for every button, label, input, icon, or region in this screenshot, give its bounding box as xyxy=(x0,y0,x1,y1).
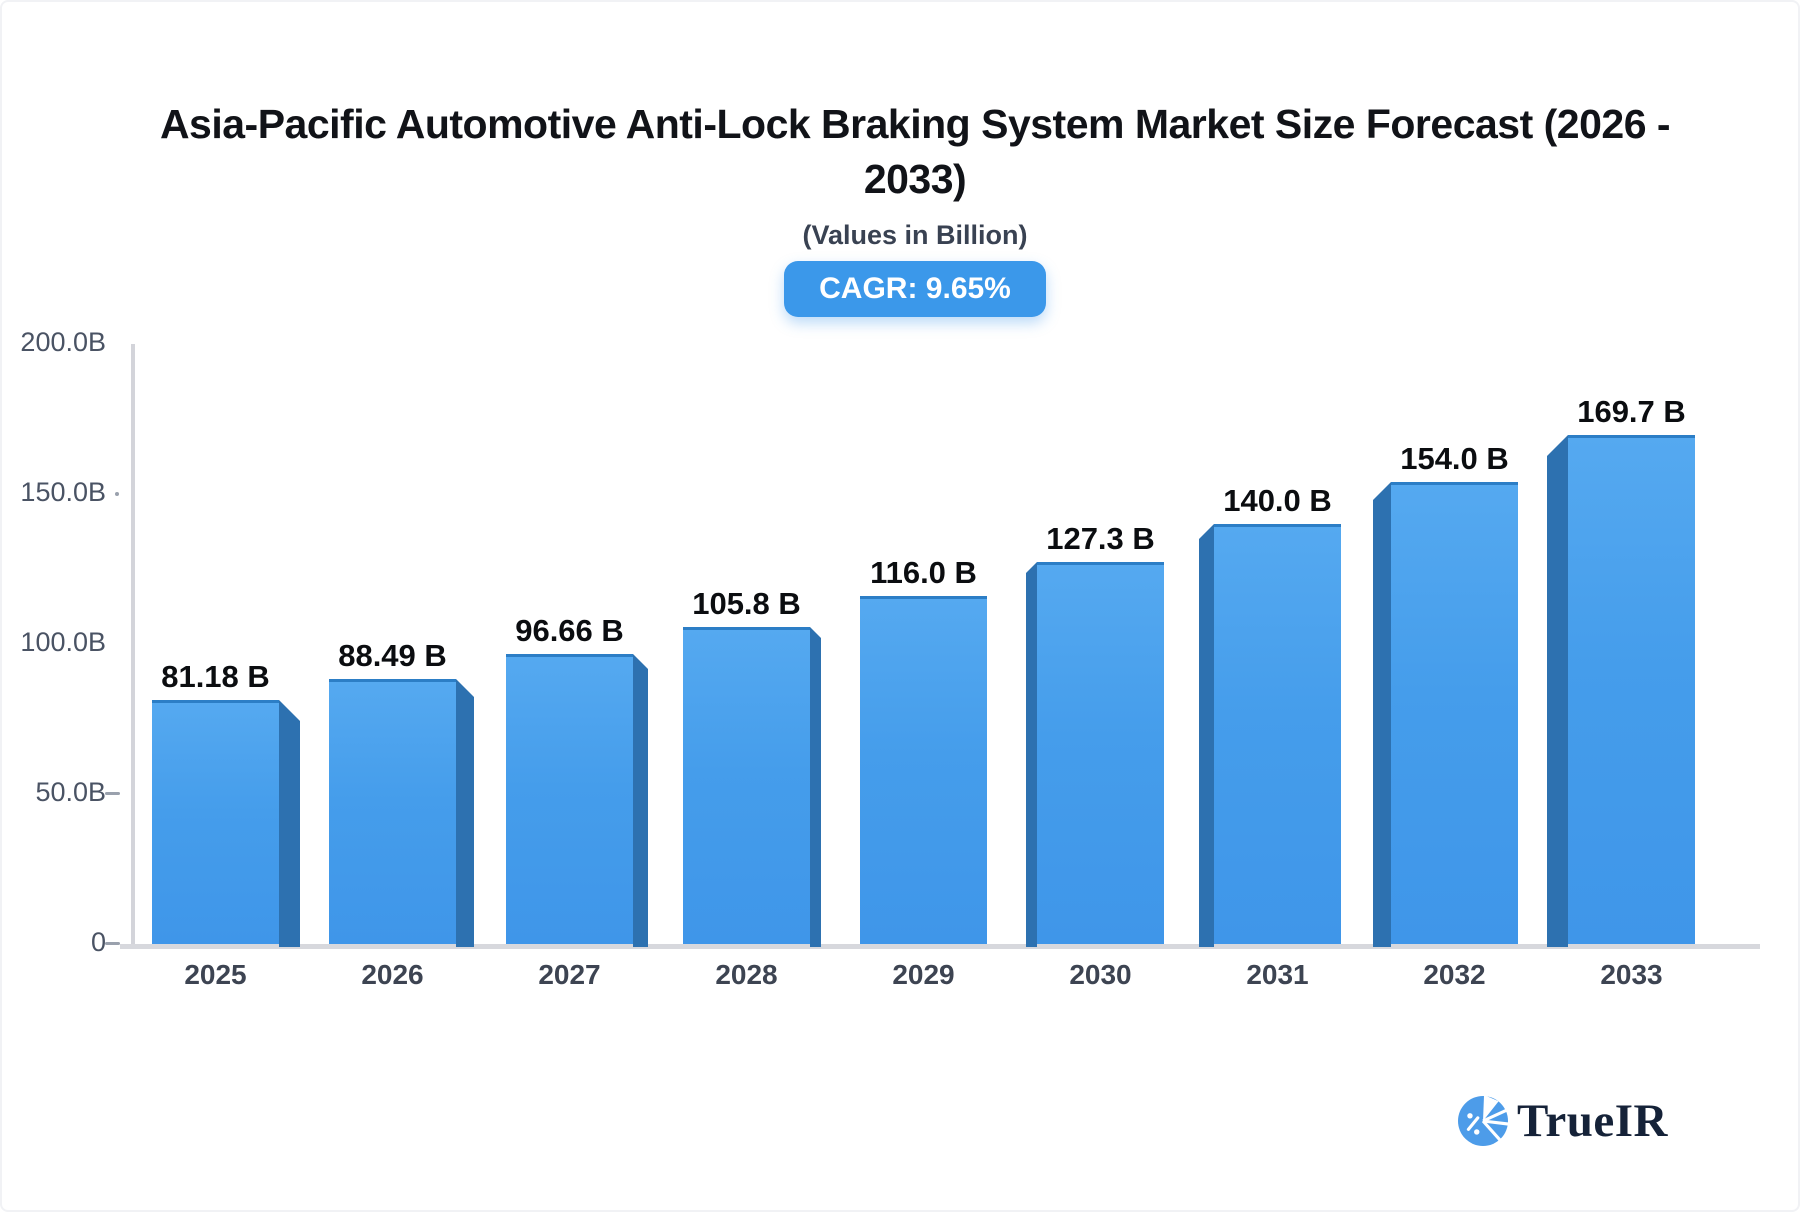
y-tick-label-50: 50.0B xyxy=(35,777,106,807)
bar-value-label-2025: 81.18 B xyxy=(161,659,270,694)
bar-2025[interactable]: 81.18 B xyxy=(152,659,300,947)
chart-subtitle: (Values in Billion) xyxy=(802,220,1028,250)
bar-2031[interactable]: 140.0 B xyxy=(1199,483,1341,947)
x-tick-label-2026: 2026 xyxy=(361,959,424,990)
x-tick-label-2031: 2031 xyxy=(1246,959,1309,990)
bar-value-label-2029: 116.0 B xyxy=(870,555,977,590)
bar-2026[interactable]: 88.49 B xyxy=(329,638,474,947)
bar-value-label-2033: 169.7 B xyxy=(1577,394,1686,429)
y-tick-mark-50 xyxy=(105,792,120,795)
y-tick-mark-150 xyxy=(115,492,119,496)
bar-3d-side-2028 xyxy=(810,627,821,947)
bar-value-label-2028: 105.8 B xyxy=(692,586,801,621)
bar-3d-side-2025 xyxy=(279,700,300,947)
x-tick-label-2028: 2028 xyxy=(715,959,778,990)
chart-header: Asia-Pacific Automotive Anti-Lock Brakin… xyxy=(32,96,1798,317)
pie-percent-icon xyxy=(1458,1096,1508,1146)
bar-3d-side-2033 xyxy=(1547,435,1568,947)
bar-3d-side-2030 xyxy=(1026,562,1037,947)
bar-value-label-2031: 140.0 B xyxy=(1223,483,1332,518)
bar-3d-side-2031 xyxy=(1199,524,1214,947)
bar-value-label-2032: 154.0 B xyxy=(1400,441,1509,476)
y-tick-mark-0 xyxy=(105,942,120,945)
logo-text: TrueIR xyxy=(1517,1095,1668,1147)
x-tick-label-2029: 2029 xyxy=(892,959,955,990)
bar-2032[interactable]: 154.0 B xyxy=(1373,441,1518,947)
bar-3d-side-2027 xyxy=(633,654,648,947)
y-axis-line xyxy=(131,344,135,946)
x-tick-label-2025: 2025 xyxy=(184,959,247,990)
cagr-badge: CAGR: 9.65% xyxy=(784,261,1046,317)
chart-title: Asia-Pacific Automotive Anti-Lock Brakin… xyxy=(159,101,1671,147)
x-tick-label-2032: 2032 xyxy=(1423,959,1486,990)
x-axis-line xyxy=(120,944,1760,949)
bar-2030[interactable]: 127.3 B xyxy=(1026,521,1164,947)
bar-2029[interactable]: 116.0 B xyxy=(860,555,987,944)
bar-3d-side-2026 xyxy=(456,679,474,947)
brand-logo: TrueIR xyxy=(1458,1094,1668,1148)
bar-2027[interactable]: 96.66 B xyxy=(506,613,648,947)
y-tick-label-0: 0 xyxy=(90,927,106,957)
y-tick-label-200: 200.0B xyxy=(20,327,106,357)
bar-2028[interactable]: 105.8 B xyxy=(683,586,821,947)
x-tick-label-2033: 2033 xyxy=(1600,959,1663,990)
bar-3d-side-2032 xyxy=(1373,482,1391,947)
chart-title-line2: 2033) xyxy=(863,156,967,202)
bar-value-label-2027: 96.66 B xyxy=(515,613,624,648)
x-tick-label-2027: 2027 xyxy=(538,959,601,990)
bar-value-label-2026: 88.49 B xyxy=(338,638,447,673)
bar-2033[interactable]: 169.7 B xyxy=(1547,394,1695,947)
y-tick-label-100: 100.0B xyxy=(20,627,106,657)
x-tick-label-2030: 2030 xyxy=(1069,959,1132,990)
bar-value-label-2030: 127.3 B xyxy=(1046,521,1155,556)
y-tick-label-150: 150.0B xyxy=(20,477,106,507)
